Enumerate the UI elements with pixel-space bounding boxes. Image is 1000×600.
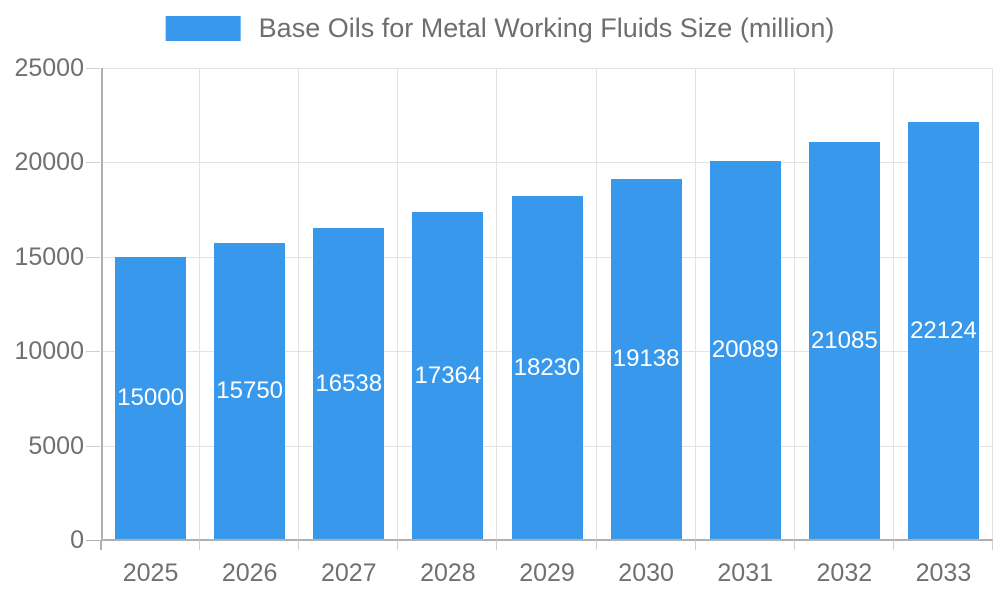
bar-value-label: 18230: [513, 353, 581, 381]
x-tick-label: 2028: [420, 559, 476, 587]
y-tick-mark: [86, 68, 100, 69]
gridline-vertical: [596, 68, 597, 540]
y-tick-label: 20000: [14, 148, 84, 177]
x-tick-mark: [992, 540, 993, 550]
bar-value-label: 15750: [216, 377, 284, 405]
x-tick-mark: [695, 540, 696, 550]
plot-area: 15000 15750 16538 17364 18230 19138 20089 21085…: [101, 68, 993, 541]
legend-swatch-icon: [165, 16, 241, 41]
bar-2032[interactable]: 21085: [808, 141, 880, 540]
x-tick-mark: [496, 540, 497, 550]
y-tick-label: 10000: [14, 337, 84, 366]
gridline-vertical: [496, 68, 497, 540]
gridline-horizontal: [101, 162, 993, 164]
bar-value-label: 20089: [711, 336, 779, 364]
legend-label: Base Oils for Metal Working Fluids Size …: [258, 13, 835, 43]
bar-2026[interactable]: 15750: [214, 242, 286, 540]
x-tick-label: 2027: [320, 559, 377, 587]
bar-2027[interactable]: 16538: [313, 227, 385, 540]
gridline-horizontal: [101, 68, 993, 69]
x-tick-mark: [100, 540, 102, 550]
bar-value-label: 19138: [612, 345, 680, 373]
x-tick-label: 2033: [915, 559, 972, 587]
gridline-vertical: [199, 68, 200, 540]
bar-value-label: 21085: [810, 326, 878, 354]
gridline-vertical: [298, 68, 299, 540]
bar-2033[interactable]: 22124: [907, 122, 979, 540]
x-tick-mark: [794, 540, 795, 550]
gridline-vertical: [397, 68, 398, 540]
x-tick-label: 2026: [221, 559, 278, 587]
y-tick-label: 15000: [14, 242, 84, 271]
bar-value-label: 17364: [414, 362, 482, 390]
bar-value-label: 15000: [117, 384, 184, 412]
gridline-vertical: [794, 68, 795, 540]
x-tick-label: 2031: [717, 559, 774, 587]
x-tick-label: 2029: [519, 559, 575, 587]
x-tick-label: 2030: [618, 559, 674, 587]
gridline-vertical: [695, 68, 696, 540]
x-tick-mark: [298, 540, 299, 550]
y-tick-label: 0: [70, 526, 84, 554]
bar-2025[interactable]: 15000: [115, 256, 187, 540]
y-tick-mark: [86, 446, 100, 447]
bar-value-label: 16538: [315, 369, 383, 397]
x-tick-mark: [596, 540, 597, 550]
x-tick-mark: [893, 540, 894, 550]
y-tick-mark: [86, 540, 100, 541]
gridline-vertical: [893, 68, 894, 540]
bar-2030[interactable]: 19138: [610, 178, 682, 540]
gridline-vertical: [992, 68, 993, 540]
legend[interactable]: Base Oils for Metal Working Fluids Size …: [165, 13, 835, 44]
bar-value-label: 22124: [910, 317, 977, 345]
x-tick-label: 2025: [122, 559, 179, 587]
x-tick-mark: [397, 540, 398, 550]
y-axis-line: [101, 68, 103, 540]
y-tick-label: 5000: [28, 431, 84, 460]
bar-2028[interactable]: 17364: [412, 212, 484, 540]
x-tick-label: 2032: [816, 559, 873, 587]
y-tick-mark: [86, 162, 100, 163]
bar-2029[interactable]: 18230: [511, 195, 583, 540]
bar-2031[interactable]: 20089: [709, 160, 781, 540]
y-tick-mark: [86, 257, 100, 258]
x-tick-mark: [199, 540, 200, 550]
x-axis-line: [101, 539, 993, 541]
y-tick-mark: [86, 351, 100, 352]
y-tick-label: 25000: [14, 54, 84, 82]
